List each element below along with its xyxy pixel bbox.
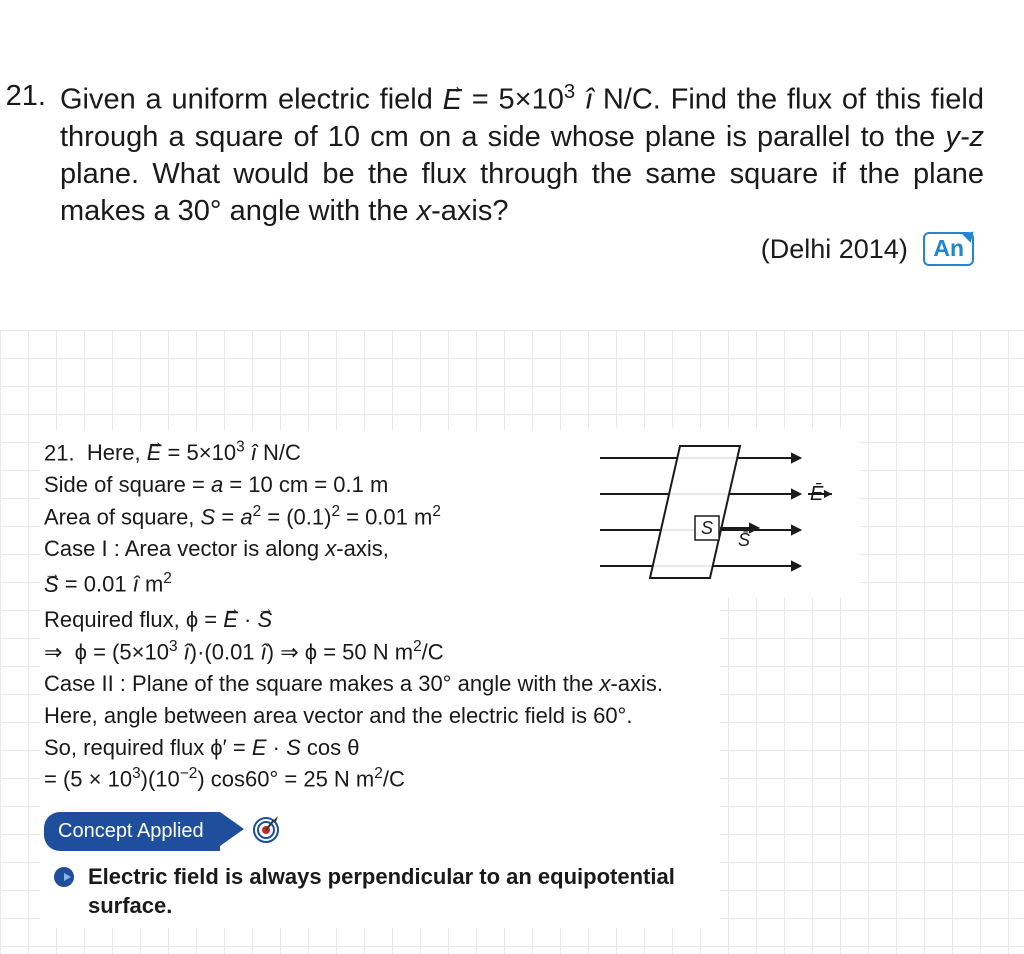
svg-text:S̄: S̄ <box>738 530 750 550</box>
answer-badge: An <box>923 232 974 266</box>
question-source: (Delhi 2014) <box>761 234 908 264</box>
solution-line: So, required flux ϕ′ = E · S cos θ <box>44 733 716 763</box>
svg-text:S: S <box>701 518 713 538</box>
solution-number: 21. <box>44 440 75 465</box>
concept-row: Concept Applied <box>44 802 716 851</box>
target-icon <box>252 816 280 844</box>
concept-bullet: Electric field is always perpendicular t… <box>44 863 716 920</box>
bullet-text-continuation: surface. <box>88 892 675 921</box>
bullet-arrow-icon <box>54 867 74 887</box>
solution-line: ⇒ ϕ = (5×103 î)·(0.01 î) ⇒ ϕ = 50 N m2/C <box>44 637 716 667</box>
solution-line: Case II : Plane of the square makes a 30… <box>44 669 716 699</box>
bullet-text: Electric field is always perpendicular t… <box>88 863 675 892</box>
concept-applied-badge: Concept Applied <box>44 812 220 851</box>
question-block: 21. Given a uniform electric field E = 5… <box>0 80 984 268</box>
solution-line: = (5 × 103)(10−2) cos60° = 25 N m2/C <box>44 764 716 794</box>
question-text: Given a uniform electric field E = 5×103… <box>60 80 984 230</box>
question-source-row: (Delhi 2014) An <box>0 234 984 268</box>
field-diagram: S S̄ Ē <box>580 428 860 598</box>
question-number: 21. <box>0 80 60 113</box>
solution-line: Required flux, ϕ = E · S <box>44 605 716 635</box>
solution-line: Here, angle between area vector and the … <box>44 701 716 731</box>
